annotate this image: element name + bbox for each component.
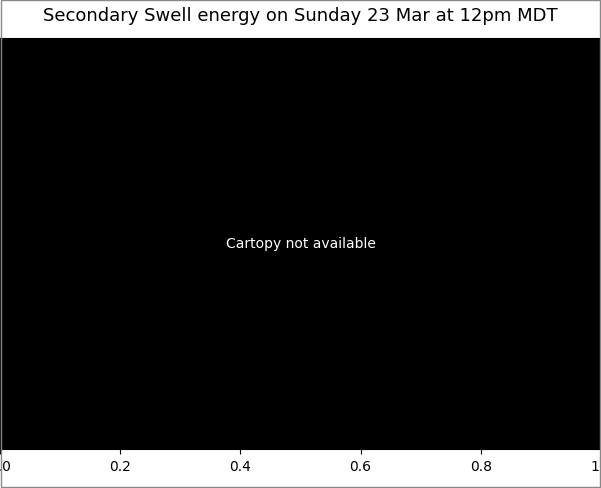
Text: Arrows show the wind wave direction: Arrows show the wind wave direction	[184, 41, 417, 53]
Text: Cartopy not available: Cartopy not available	[225, 237, 376, 251]
Text: Secondary Swell energy on Sunday 23 Mar at 12pm MDT: Secondary Swell energy on Sunday 23 Mar …	[43, 7, 558, 25]
